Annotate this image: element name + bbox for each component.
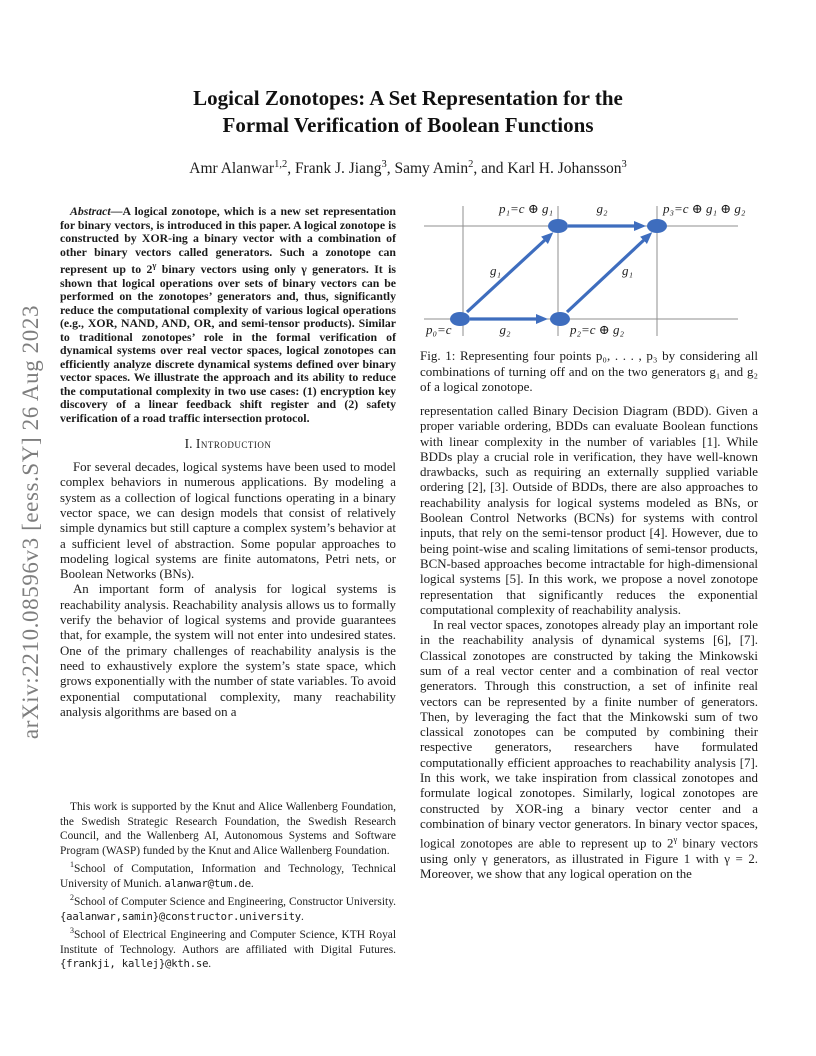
label-p0: p₀=c	[425, 322, 452, 337]
author-separator: , and	[473, 160, 508, 178]
footnote-text: School of Computation, Information and T…	[60, 863, 396, 890]
abstract-text: binary vectors using only γ generators. …	[60, 262, 396, 425]
point-p0	[450, 312, 470, 327]
point-p1	[548, 219, 568, 234]
section-heading-introduction: I. Introduction	[60, 436, 396, 452]
two-column-body: Abstract—A logical zonotope, which is a …	[60, 201, 758, 1015]
author-name: Amr Alanwar	[189, 160, 275, 178]
footnote-text: School of Electrical Engineering and Com…	[60, 929, 396, 956]
author-affiliation-mark: 1,2	[274, 159, 288, 170]
footnote-text: This work is supported by the Knut and A…	[60, 800, 396, 857]
paragraph-text: binary vectors using only γ generators, …	[420, 836, 758, 882]
author-affiliation-mark: 2	[468, 159, 474, 170]
generator-arrows	[465, 221, 653, 325]
author-list: Amr Alanwar1,2, Frank J. Jiang3, Samy Am…	[0, 159, 816, 178]
paragraph-text: In real vector spaces, zonotopes already…	[420, 618, 758, 851]
author-name: Karl H. Johansson	[507, 160, 622, 178]
footnote-mark: 1	[70, 860, 74, 870]
zonotope-diagram: p₁=c ⊕ g₁ g₂ p₃=c ⊕ g₁ ⊕ g₂ g₁ g₁ p₀=c g…	[424, 201, 746, 337]
author-name: Samy Amin	[394, 160, 469, 178]
superscript-gamma: γ	[673, 834, 678, 845]
intro-paragraph-3: representation called Binary Decision Di…	[420, 403, 758, 617]
affiliation-footnote-1: 1School of Computation, Information and …	[60, 858, 396, 891]
abstract-label: Abstract	[70, 204, 111, 219]
arrow-g1-left	[465, 232, 554, 314]
arrow-g1-right	[565, 232, 653, 314]
author-separator: ,	[287, 160, 295, 178]
footnote-text: .	[250, 877, 254, 890]
label-p1: p₁=c ⊕ g₁	[498, 201, 553, 216]
paper-title-line1: Logical Zonotopes: A Set Representation …	[193, 86, 623, 110]
footnote-text: .	[300, 910, 304, 923]
funding-footnote: This work is supported by the Knut and A…	[60, 796, 396, 858]
section-number: I.	[184, 436, 193, 452]
footnote-mark: 2	[70, 893, 74, 903]
abstract-text: A logical zonotope, which is a new set r…	[60, 204, 396, 277]
author-affiliation-mark: 3	[381, 159, 387, 170]
intro-paragraph-2: An important form of analysis for logica…	[60, 582, 396, 719]
label-g1-right: g₁	[622, 263, 633, 278]
paper-title: Logical Zonotopes: A Set Representation …	[0, 0, 816, 139]
footnote-email: alanwar@tum.de	[164, 877, 251, 890]
intro-paragraph-1: For several decades, logical systems hav…	[60, 460, 396, 582]
figure-1-caption: Fig. 1: Representing four points p₀, . .…	[420, 348, 758, 395]
paper-title-line2: Formal Verification of Boolean Functions	[222, 113, 594, 137]
left-column: Abstract—A logical zonotope, which is a …	[60, 204, 396, 1015]
label-g1-left: g₁	[490, 263, 501, 278]
point-p2	[550, 312, 570, 327]
footnote-block: This work is supported by the Knut and A…	[60, 796, 396, 972]
arxiv-watermark: arXiv:2210.08596v3 [eess.SY] 26 Aug 2023	[18, 304, 43, 740]
footnote-text: School of Computer Science and Engineeri…	[74, 896, 396, 909]
footnote-email: {aalanwar,samin}@constructor.university	[60, 910, 301, 923]
footnote-text: .	[208, 958, 212, 971]
author-name: Frank J. Jiang	[294, 160, 382, 178]
figure-1: p₁=c ⊕ g₁ g₂ p₃=c ⊕ g₁ ⊕ g₂ g₁ g₁ p₀=c g…	[420, 196, 758, 395]
label-p3: p₃=c ⊕ g₁ ⊕ g₂	[662, 201, 746, 216]
footnote-email: {frankji, kallej}@kth.se	[60, 958, 209, 971]
right-column: p₁=c ⊕ g₁ g₂ p₃=c ⊕ g₁ ⊕ g₂ g₁ g₁ p₀=c g…	[420, 201, 758, 1015]
affiliation-footnote-3: 3School of Electrical Engineering and Co…	[60, 924, 396, 972]
section-title: Introduction	[195, 436, 272, 452]
zonotope-points	[450, 219, 667, 327]
point-p3	[647, 219, 667, 234]
author-affiliation-mark: 3	[621, 159, 627, 170]
label-g2-bottom: g₂	[499, 322, 511, 337]
label-g2-top: g₂	[596, 201, 608, 216]
author-separator: ,	[386, 160, 395, 178]
superscript-gamma: γ	[152, 260, 157, 271]
figure-labels: p₁=c ⊕ g₁ g₂ p₃=c ⊕ g₁ ⊕ g₂ g₁ g₁ p₀=c g…	[425, 201, 746, 337]
label-p2: p₂=c ⊕ g₂	[569, 322, 624, 337]
abstract-dash: —	[110, 204, 123, 219]
intro-paragraph-4: In real vector spaces, zonotopes already…	[420, 618, 758, 882]
affiliation-footnote-2: 2School of Computer Science and Engineer…	[60, 891, 396, 924]
footnote-mark: 3	[70, 926, 74, 936]
abstract: Abstract—A logical zonotope, which is a …	[60, 204, 396, 425]
